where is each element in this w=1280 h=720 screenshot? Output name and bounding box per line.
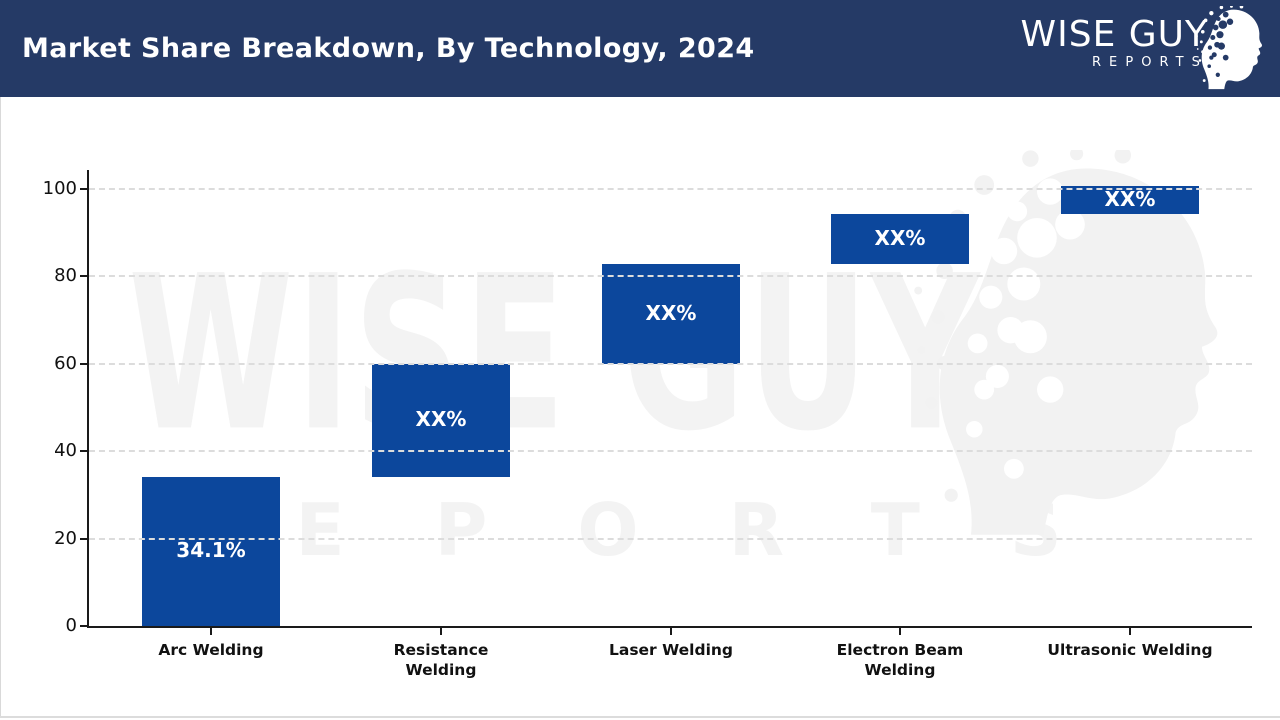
x-tick-0 (210, 628, 212, 635)
y-tick-label-80: 80 (54, 265, 77, 286)
y-tick-label-0: 0 (65, 615, 77, 636)
x-category-label: Laser Welding (608, 641, 734, 659)
bottom-border-line (0, 716, 1280, 718)
bar-ultrasonic-welding: XX% (1061, 185, 1199, 214)
gridline-100 (89, 187, 1252, 190)
bar-value-label: XX% (645, 300, 697, 325)
y-axis-line (87, 170, 89, 628)
x-category-label: Electron Beam Welding (836, 641, 964, 680)
bar-value-label: XX% (415, 407, 467, 432)
x-tick-4 (1129, 628, 1131, 635)
y-tick-80 (80, 275, 87, 277)
x-tick-1 (440, 628, 442, 635)
x-tick-3 (899, 628, 901, 635)
gridline-60 (89, 362, 1252, 365)
bar-laser-welding: XX% (602, 263, 740, 364)
y-tick-40 (80, 450, 87, 452)
left-border-line (0, 97, 1, 718)
bar-value-label: XX% (1104, 186, 1156, 211)
bar-electron-beam-welding: XX% (831, 213, 969, 264)
y-tick-100 (80, 187, 87, 190)
logo-text: WISE GUY REPORTS (1021, 16, 1209, 70)
y-tick-0 (80, 625, 87, 627)
gridline-40 (89, 450, 1252, 452)
gridline-80 (89, 275, 1252, 277)
watermark-subtext: REPORTS (150, 488, 1152, 572)
logo-subtext: REPORTS (1091, 54, 1208, 70)
bar-value-label: 34.1% (176, 538, 246, 563)
page-title: Market Share Breakdown, By Technology, 2… (22, 33, 755, 64)
bar-arc-welding: 34.1% (142, 476, 280, 626)
x-category-label: Resistance Welding (393, 641, 489, 680)
watermark-wordmark: WISE GUY (128, 231, 982, 479)
header-bar: Market Share Breakdown, By Technology, 2… (0, 0, 1280, 97)
bar-value-label: XX% (874, 225, 926, 250)
gridline-20 (89, 537, 1252, 540)
y-tick-label-20: 20 (54, 527, 77, 549)
wise-guy-face-icon (1190, 6, 1270, 92)
bar-resistance-welding: XX% (372, 363, 510, 477)
y-tick-60 (80, 362, 87, 365)
x-category-label: Ultrasonic Welding (1047, 641, 1213, 659)
y-tick-label-100: 100 (42, 177, 77, 199)
y-tick-label-60: 60 (54, 352, 77, 374)
y-tick-label-40: 40 (54, 440, 77, 461)
logo-wordmark: WISE GUY (1020, 14, 1208, 55)
x-category-label: Arc Welding (158, 641, 264, 659)
x-axis-line (87, 626, 1252, 628)
x-tick-2 (670, 628, 672, 635)
y-tick-20 (80, 537, 87, 540)
wise-guy-logo: WISE GUY REPORTS (1020, 4, 1270, 94)
